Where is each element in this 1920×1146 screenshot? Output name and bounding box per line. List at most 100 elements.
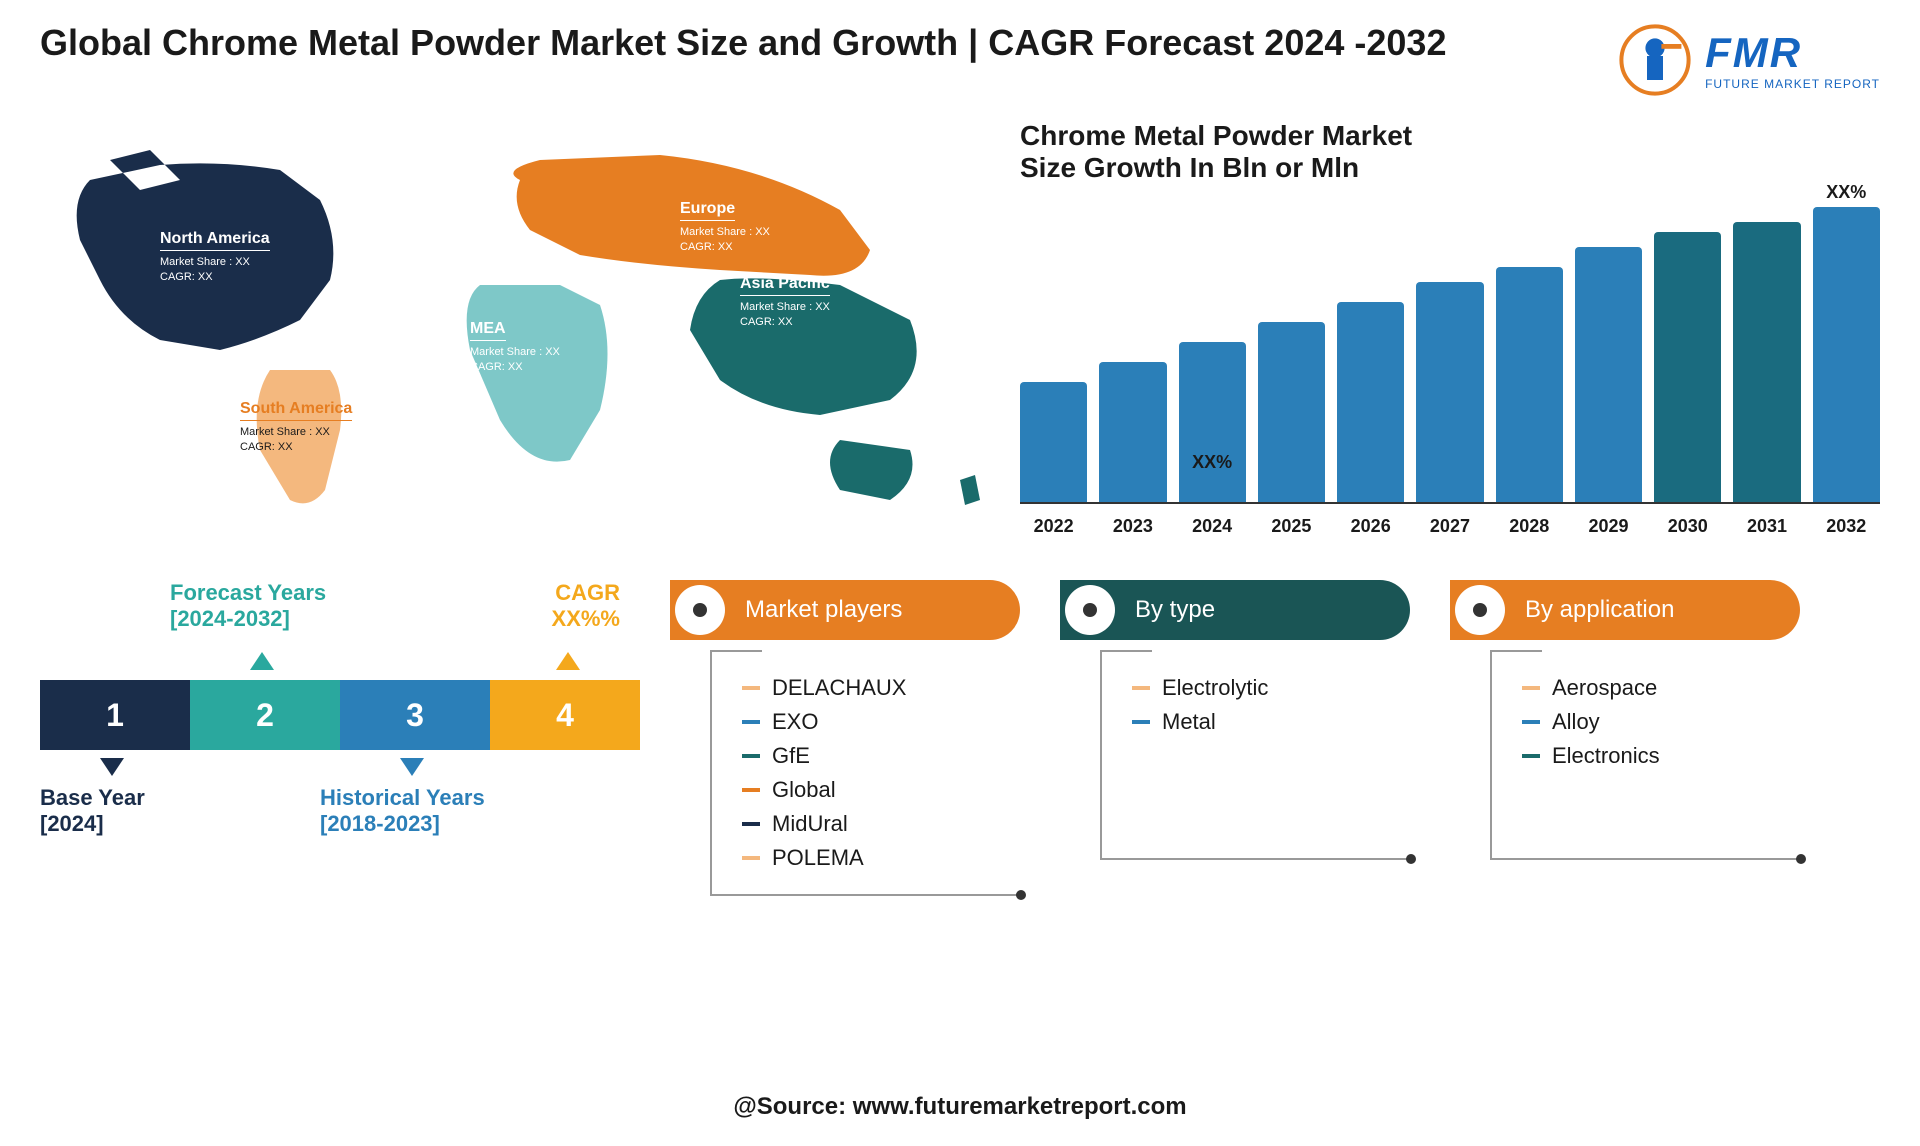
- world-map: North AmericaMarket Share : XXCAGR: XX So…: [40, 120, 990, 520]
- category-item: DELACHAUX: [742, 675, 1020, 701]
- category-item: POLEMA: [742, 845, 1020, 871]
- bar: [1099, 362, 1166, 502]
- bar-annotation: XX%: [1192, 452, 1232, 473]
- bar: [1813, 207, 1880, 502]
- category-item-label: EXO: [772, 709, 818, 735]
- cagr-label: CAGR XX%%: [552, 580, 620, 632]
- bar-year-label: 2032: [1826, 516, 1866, 537]
- timeline-segment: 1: [40, 680, 190, 750]
- bar-year-label: 2030: [1668, 516, 1708, 537]
- dot-icon: [1065, 585, 1115, 635]
- bar: [1337, 302, 1404, 502]
- category-item-label: Electronics: [1552, 743, 1660, 769]
- category-title: By type: [1135, 596, 1215, 624]
- region-label-na: North AmericaMarket Share : XXCAGR: XX: [160, 230, 270, 286]
- fmr-logo-icon: [1615, 20, 1695, 100]
- bar-year-label: 2026: [1351, 516, 1391, 537]
- dash-icon: [1522, 754, 1540, 758]
- bar-group: 2027: [1416, 282, 1483, 502]
- region-label-sa: South AmericaMarket Share : XXCAGR: XX: [240, 400, 352, 456]
- region-label-eu: EuropeMarket Share : XXCAGR: XX: [680, 200, 770, 256]
- dash-icon: [1522, 686, 1540, 690]
- category-item: Electrolytic: [1132, 675, 1410, 701]
- category-header: By type: [1060, 580, 1410, 640]
- timeline: Forecast Years [2024-2032] CAGR XX%% 123…: [40, 580, 640, 896]
- logo-text-sub: FUTURE MARKET REPORT: [1705, 77, 1880, 91]
- bar: [1179, 342, 1246, 502]
- chart-title: Chrome Metal Powder Market Size Growth I…: [1020, 120, 1470, 184]
- region-label-mea: MEAMarket Share : XXCAGR: XX: [470, 320, 560, 376]
- bar-year-label: 2028: [1509, 516, 1549, 537]
- historical-years-label: Historical Years [2018-2023]: [320, 785, 485, 837]
- category-item-label: GfE: [772, 743, 810, 769]
- bar-group: 2025: [1258, 322, 1325, 502]
- dot-icon: [1455, 585, 1505, 635]
- dot-icon: [675, 585, 725, 635]
- category-item: Electronics: [1522, 743, 1800, 769]
- arrow-icon: [100, 758, 124, 776]
- logo-text-main: FMR: [1705, 29, 1880, 77]
- bar-group: 2023: [1099, 362, 1166, 502]
- bar-group: XX%2024: [1179, 342, 1246, 502]
- category-item-label: Metal: [1162, 709, 1216, 735]
- dash-icon: [742, 686, 760, 690]
- category-header: Market players: [670, 580, 1020, 640]
- bar-group: XX%2032: [1813, 207, 1880, 502]
- category-item: Alloy: [1522, 709, 1800, 735]
- arrow-icon: [556, 652, 580, 670]
- bar-chart-area: Chrome Metal Powder Market Size Growth I…: [1020, 120, 1880, 520]
- category-item: Aerospace: [1522, 675, 1800, 701]
- category-list: Aerospace Alloy Electronics: [1490, 660, 1800, 860]
- category-box: Market players DELACHAUX EXO GfE Global MidU…: [670, 580, 1020, 896]
- category-item: MidUral: [742, 811, 1020, 837]
- category-list: DELACHAUX EXO GfE Global MidUral POLEMA: [710, 660, 1020, 896]
- bar-year-label: 2025: [1271, 516, 1311, 537]
- category-item-label: DELACHAUX: [772, 675, 906, 701]
- dash-icon: [742, 788, 760, 792]
- category-title: Market players: [745, 596, 902, 624]
- dash-icon: [742, 856, 760, 860]
- category-title: By application: [1525, 596, 1674, 624]
- region-nz: [960, 475, 980, 505]
- category-item-label: Alloy: [1552, 709, 1600, 735]
- timeline-segment: 3: [340, 680, 490, 750]
- bar: [1654, 232, 1721, 502]
- bar: [1258, 322, 1325, 502]
- category-item-label: Global: [772, 777, 836, 803]
- dash-icon: [1132, 720, 1150, 724]
- page-title: Global Chrome Metal Powder Market Size a…: [40, 20, 1446, 67]
- bar-year-label: 2023: [1113, 516, 1153, 537]
- bar: [1020, 382, 1087, 502]
- category-item: EXO: [742, 709, 1020, 735]
- dash-icon: [1522, 720, 1540, 724]
- dash-icon: [742, 822, 760, 826]
- category-item-label: POLEMA: [772, 845, 864, 871]
- bar-chart: 20222023XX%20242025202620272028202920302…: [1020, 204, 1880, 504]
- dash-icon: [1132, 686, 1150, 690]
- bar-year-label: 2027: [1430, 516, 1470, 537]
- timeline-segment: 2: [190, 680, 340, 750]
- category-item: Metal: [1132, 709, 1410, 735]
- arrow-icon: [400, 758, 424, 776]
- forecast-years-label: Forecast Years [2024-2032]: [170, 580, 326, 632]
- category-item: GfE: [742, 743, 1020, 769]
- bar-group: 2022: [1020, 382, 1087, 502]
- category-item-label: Aerospace: [1552, 675, 1657, 701]
- category-item-label: Electrolytic: [1162, 675, 1268, 701]
- bar-year-label: 2031: [1747, 516, 1787, 537]
- bar-group: 2026: [1337, 302, 1404, 502]
- bar-year-label: 2029: [1588, 516, 1628, 537]
- bar-year-label: 2022: [1034, 516, 1074, 537]
- bar-group: 2030: [1654, 232, 1721, 502]
- bar: [1575, 247, 1642, 502]
- category-box: By application Aerospace Alloy Electronics: [1450, 580, 1800, 896]
- category-list: Electrolytic Metal: [1100, 660, 1410, 860]
- arrow-icon: [250, 652, 274, 670]
- bar-group: 2031: [1733, 222, 1800, 502]
- category-header: By application: [1450, 580, 1800, 640]
- bar-group: 2029: [1575, 247, 1642, 502]
- base-year-label: Base Year [2024]: [40, 785, 145, 837]
- dash-icon: [742, 720, 760, 724]
- bar: [1496, 267, 1563, 502]
- category-box: By type Electrolytic Metal: [1060, 580, 1410, 896]
